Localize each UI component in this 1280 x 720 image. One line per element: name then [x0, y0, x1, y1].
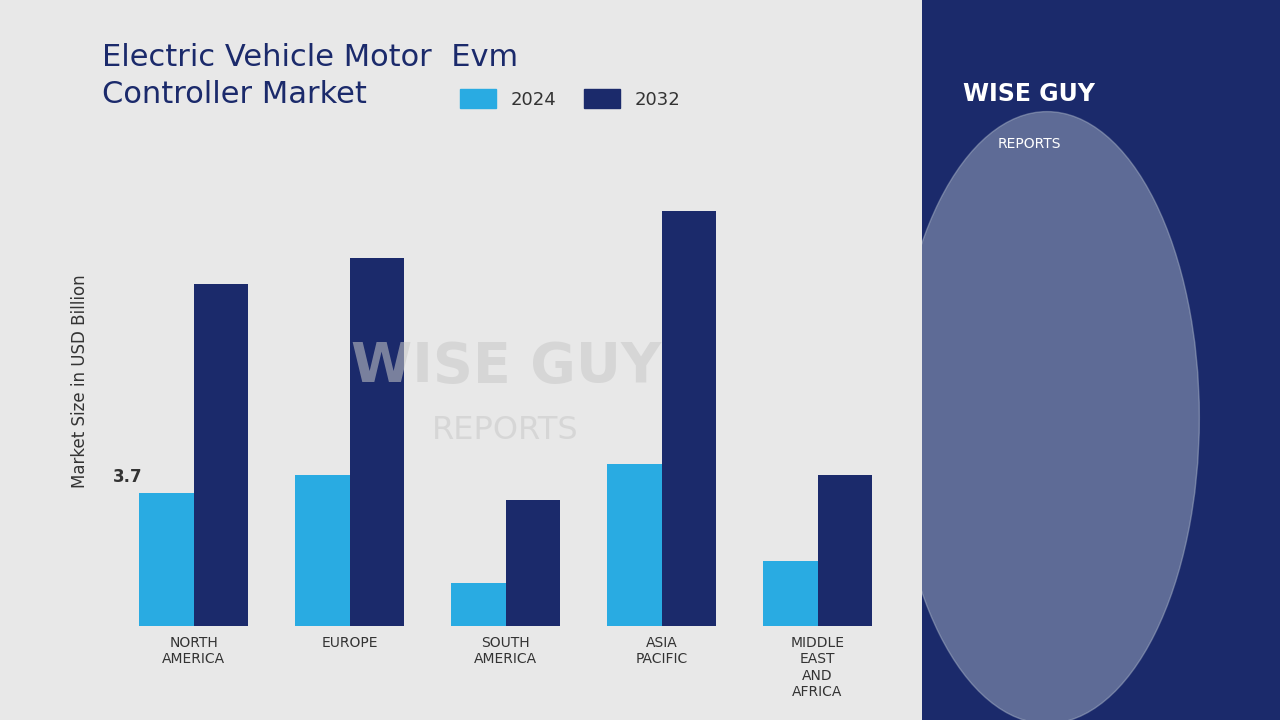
- Y-axis label: Market Size in USD Billion: Market Size in USD Billion: [70, 275, 88, 488]
- Bar: [818, 475, 872, 626]
- Legend: 2024, 2032: 2024, 2032: [453, 82, 687, 116]
- Ellipse shape: [895, 112, 1199, 720]
- Text: Electric Vehicle Motor  Evm
Controller Market: Electric Vehicle Motor Evm Controller Ma…: [102, 43, 518, 109]
- Bar: [349, 258, 404, 626]
- Text: 3.7: 3.7: [113, 468, 142, 486]
- Text: REPORTS: REPORTS: [433, 415, 579, 446]
- Text: WISE GUY: WISE GUY: [963, 81, 1096, 106]
- Text: REPORTS: REPORTS: [997, 137, 1061, 151]
- Bar: [294, 475, 349, 626]
- Text: WISE GUY: WISE GUY: [351, 340, 660, 394]
- Bar: [763, 562, 818, 626]
- Bar: [451, 583, 506, 626]
- Bar: [193, 284, 248, 626]
- Bar: [140, 493, 193, 626]
- Bar: [607, 464, 662, 626]
- Bar: [662, 212, 717, 626]
- Bar: [506, 500, 561, 626]
